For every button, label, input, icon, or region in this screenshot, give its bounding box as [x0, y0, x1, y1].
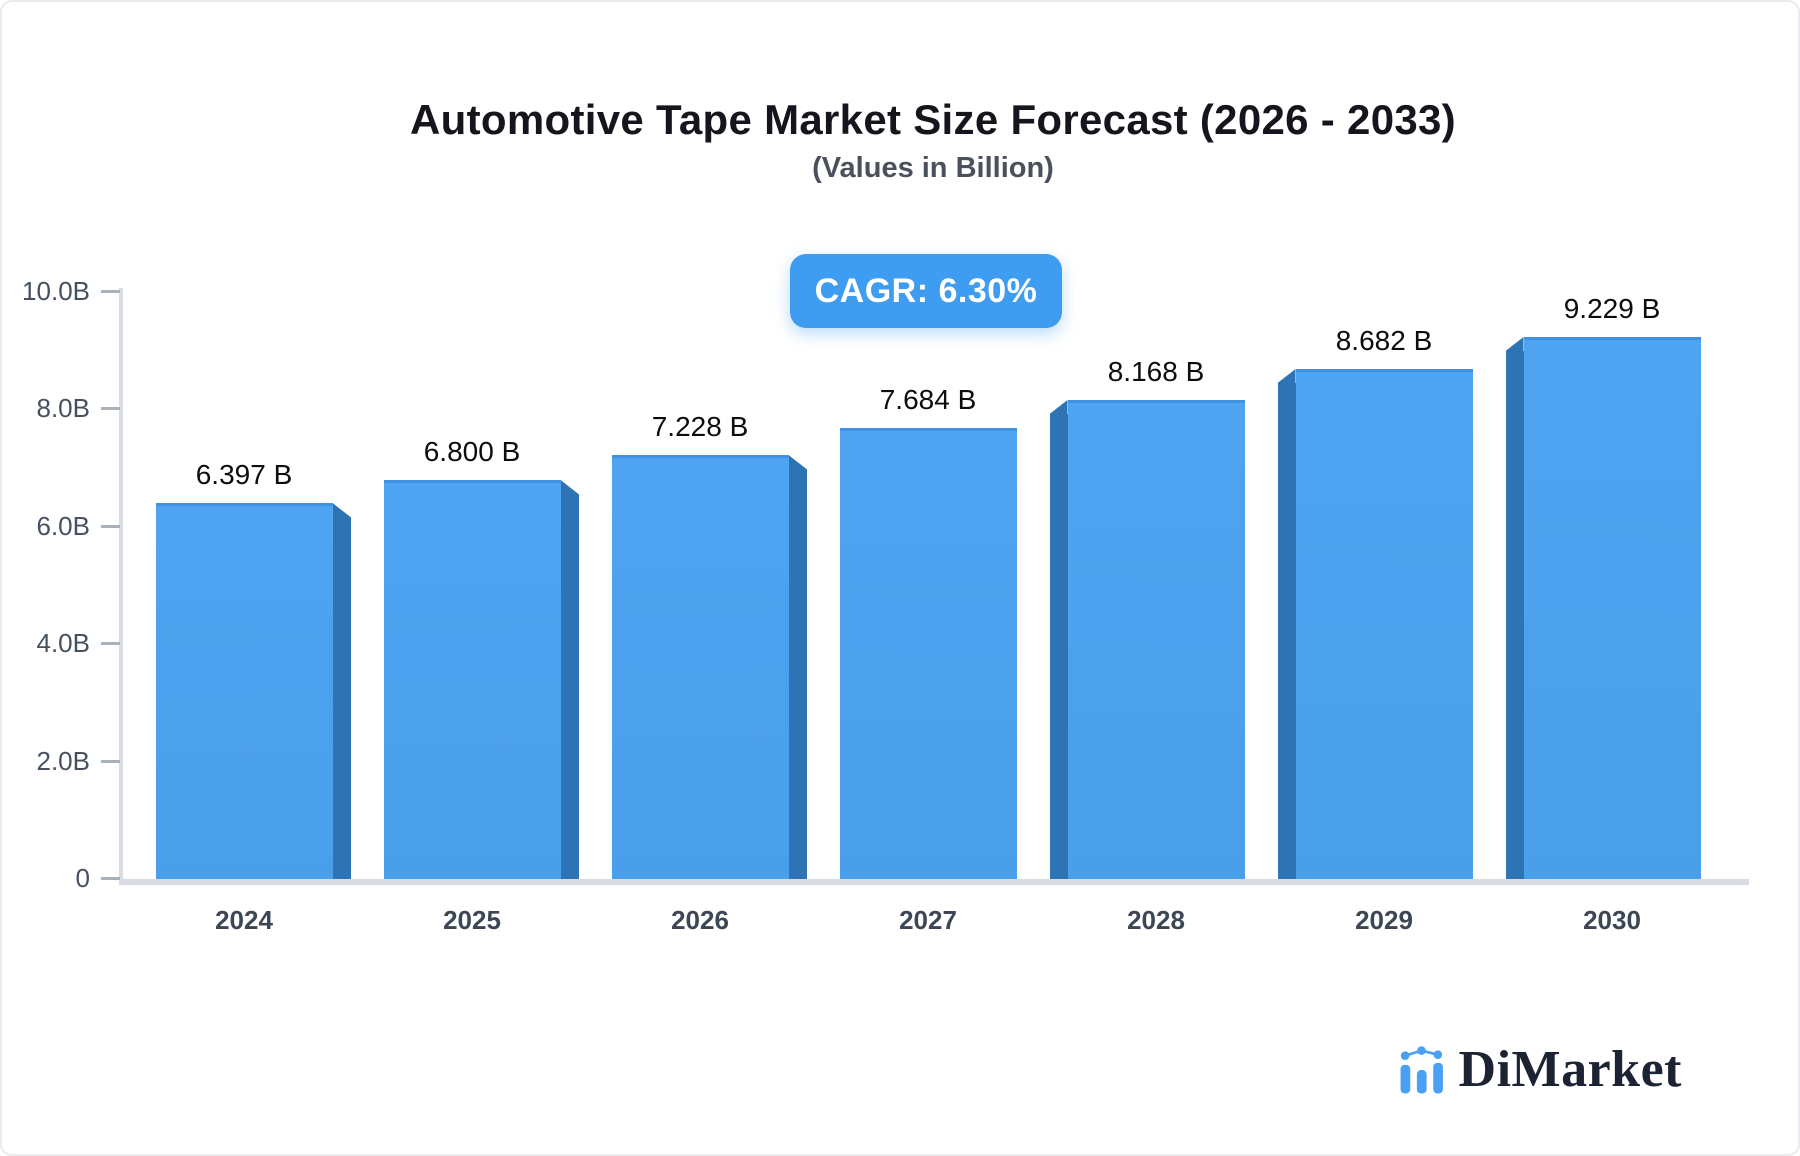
- y-axis-tick-mark: [101, 407, 120, 411]
- bar-chart-sparkline-icon: [1400, 1046, 1443, 1094]
- bar-side-face: [1505, 351, 1524, 879]
- bar-top-bevel: [1277, 369, 1296, 383]
- x-axis-label-2024: 2024: [215, 905, 273, 935]
- y-axis-tick-mark: [101, 524, 120, 528]
- y-axis-tick-mark: [101, 290, 120, 293]
- bar-side-face: [788, 469, 807, 879]
- bar-2027: [839, 428, 1017, 879]
- x-axis-label-2029: 2029: [1355, 905, 1413, 935]
- y-axis-label: 6.0B: [36, 510, 91, 541]
- bar-top-bevel: [788, 455, 807, 469]
- bar-side-face: [1049, 414, 1068, 879]
- bar-2026: [611, 455, 789, 879]
- x-axis-label-2025: 2025: [443, 905, 501, 935]
- bar-side-face: [560, 494, 579, 879]
- bar-side-face: [332, 517, 351, 879]
- bar-value-label: 9.229 B: [1563, 293, 1661, 324]
- bar-value-label: 6.800 B: [423, 436, 521, 467]
- y-axis-label: 4.0B: [36, 628, 91, 659]
- y-axis-label: 2.0B: [36, 745, 91, 776]
- bar-value-label: 8.682 B: [1335, 325, 1433, 356]
- y-axis-label: 8.0B: [36, 393, 91, 424]
- y-axis-label: 0: [75, 863, 90, 893]
- x-axis-line: [119, 879, 1749, 885]
- bar-2024: [155, 503, 333, 879]
- bar-2029: [1295, 369, 1473, 879]
- bar-top-bevel: [332, 503, 351, 517]
- y-axis-tick-mark: [101, 642, 120, 646]
- y-axis-tick-mark: [101, 759, 120, 763]
- bar-2028: [1067, 400, 1245, 879]
- bar-side-face: [1277, 383, 1296, 879]
- bar-value-label: 7.228 B: [651, 411, 749, 442]
- bar-value-label: 7.684 B: [879, 384, 977, 415]
- y-axis-tick-mark: [101, 877, 120, 880]
- bar-value-label: 6.397 B: [195, 459, 293, 490]
- cagr-badge: CAGR: 6.30%: [790, 254, 1062, 328]
- brand-logo-text: DiMarket: [1458, 1041, 1682, 1099]
- brand-logo: DiMarket: [1399, 1041, 1682, 1099]
- bar-top-bevel: [1505, 337, 1524, 351]
- bar-2030: [1523, 337, 1701, 879]
- cagr-badge-label: CAGR: 6.30%: [814, 271, 1038, 310]
- bar-top-bevel: [560, 480, 579, 494]
- y-axis-line: [119, 288, 123, 879]
- x-axis-label-2028: 2028: [1127, 905, 1185, 935]
- bar-value-label: 8.168 B: [1107, 356, 1205, 387]
- bar-2025: [383, 480, 561, 879]
- bar-top-bevel: [1049, 400, 1068, 414]
- x-axis-label-2026: 2026: [671, 905, 729, 935]
- y-axis-label: 10.0B: [22, 276, 90, 306]
- page-subtitle: (Values in Billion): [812, 152, 1054, 184]
- x-axis-label-2030: 2030: [1583, 905, 1641, 935]
- x-axis-label-2027: 2027: [899, 905, 957, 935]
- page-title: Automotive Tape Market Size Forecast (20…: [410, 96, 1456, 143]
